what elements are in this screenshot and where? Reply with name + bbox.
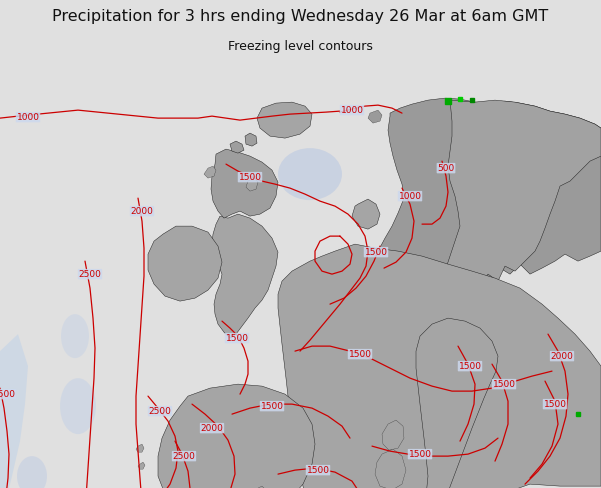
Polygon shape xyxy=(211,149,278,218)
Text: 1500: 1500 xyxy=(364,247,388,257)
Text: Freezing level contours: Freezing level contours xyxy=(228,40,373,53)
Text: 1500: 1500 xyxy=(349,349,371,359)
Text: 500: 500 xyxy=(438,163,454,173)
Polygon shape xyxy=(375,449,406,488)
Polygon shape xyxy=(136,444,144,452)
Polygon shape xyxy=(257,102,312,138)
Polygon shape xyxy=(255,486,265,488)
Text: 2000: 2000 xyxy=(551,352,573,361)
Ellipse shape xyxy=(17,456,47,488)
Polygon shape xyxy=(352,199,380,229)
Text: 1500: 1500 xyxy=(307,466,329,475)
Text: 1500: 1500 xyxy=(0,389,16,399)
Polygon shape xyxy=(357,98,601,311)
Text: 1500: 1500 xyxy=(239,173,261,182)
Polygon shape xyxy=(278,244,601,488)
Polygon shape xyxy=(430,100,601,298)
Text: 2000: 2000 xyxy=(201,424,224,433)
Ellipse shape xyxy=(460,272,496,300)
Text: 1000: 1000 xyxy=(398,192,421,201)
Text: 1000: 1000 xyxy=(341,105,364,115)
Polygon shape xyxy=(212,214,278,338)
Text: 2500: 2500 xyxy=(148,407,171,416)
Polygon shape xyxy=(416,318,498,488)
Polygon shape xyxy=(0,334,28,488)
Polygon shape xyxy=(368,110,382,123)
Text: 2500: 2500 xyxy=(172,451,195,461)
Ellipse shape xyxy=(338,248,378,284)
Polygon shape xyxy=(382,420,404,450)
Text: 2500: 2500 xyxy=(79,269,102,279)
Text: 1500: 1500 xyxy=(492,380,516,388)
Text: Precipitation for 3 hrs ending Wednesday 26 Mar at 6am GMT: Precipitation for 3 hrs ending Wednesday… xyxy=(52,9,549,24)
Text: 1500: 1500 xyxy=(459,362,481,370)
Polygon shape xyxy=(204,166,216,178)
Text: 1500: 1500 xyxy=(543,400,567,408)
Text: 1500: 1500 xyxy=(225,334,248,343)
Polygon shape xyxy=(148,226,222,301)
Polygon shape xyxy=(245,133,257,146)
Polygon shape xyxy=(158,384,315,488)
Ellipse shape xyxy=(278,148,342,200)
Ellipse shape xyxy=(60,378,96,434)
Polygon shape xyxy=(138,462,145,469)
Ellipse shape xyxy=(500,322,580,386)
Text: 1500: 1500 xyxy=(409,449,432,459)
Text: 1000: 1000 xyxy=(16,113,40,122)
Polygon shape xyxy=(246,178,258,191)
Ellipse shape xyxy=(61,314,89,358)
Polygon shape xyxy=(230,141,244,153)
Text: 1500: 1500 xyxy=(260,402,284,410)
Text: 2000: 2000 xyxy=(130,206,153,216)
